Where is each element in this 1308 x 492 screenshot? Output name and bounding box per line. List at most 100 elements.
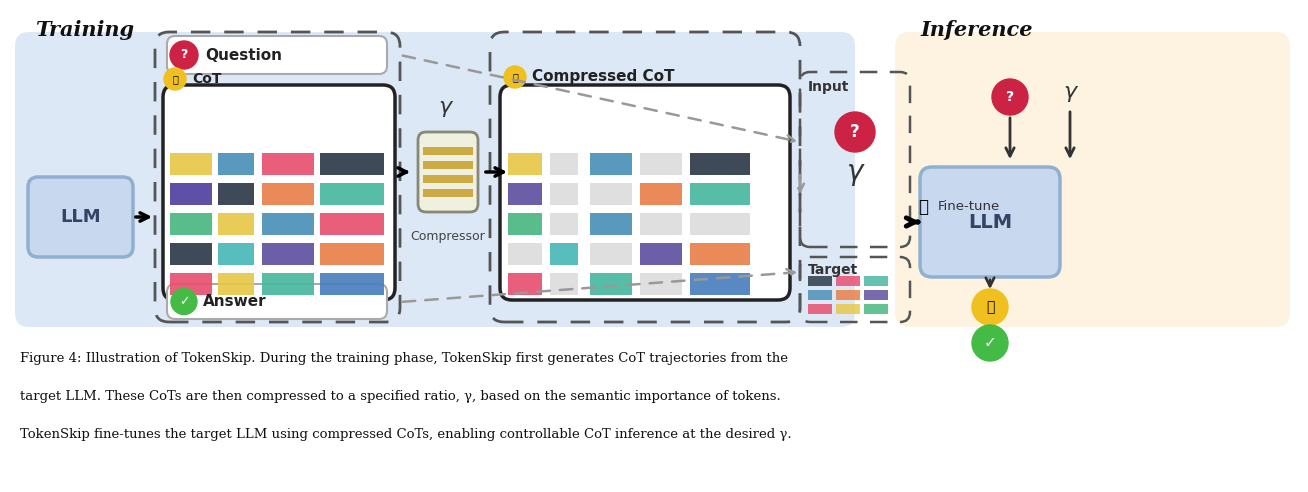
Bar [691,243,749,265]
Bar [422,147,473,155]
Bar [320,153,385,175]
Bar [836,276,859,286]
Text: Inference: Inference [920,20,1032,40]
FancyBboxPatch shape [895,32,1290,327]
Bar [836,290,859,300]
Bar [590,183,632,205]
Bar [422,175,473,183]
Bar [865,304,888,314]
Text: Fine-tune: Fine-tune [938,201,1001,214]
Text: Target: Target [808,263,858,277]
Bar [218,273,254,295]
Bar [508,153,542,175]
Text: γ: γ [438,97,451,117]
Bar [549,183,578,205]
FancyBboxPatch shape [167,284,387,319]
Text: Answer: Answer [203,294,267,309]
Text: 💡: 💡 [173,74,178,84]
Circle shape [170,41,198,69]
Bar [640,243,681,265]
Bar [218,243,254,265]
Bar [508,243,542,265]
Circle shape [164,68,186,90]
FancyBboxPatch shape [14,32,855,327]
Bar [590,243,632,265]
FancyBboxPatch shape [27,177,133,257]
Circle shape [504,66,526,88]
Text: Compressor: Compressor [411,230,485,243]
Circle shape [972,325,1008,361]
Bar [170,183,212,205]
Text: Input: Input [808,80,849,94]
Text: LLM: LLM [60,208,101,226]
Bar [590,213,632,235]
Bar [549,213,578,235]
Bar [320,273,385,295]
Bar [865,290,888,300]
Text: ?: ? [1006,90,1014,104]
Text: Compressed CoT: Compressed CoT [532,69,675,85]
Circle shape [171,288,198,314]
Bar [590,273,632,295]
Bar [170,213,212,235]
Bar [218,183,254,205]
Bar [808,290,832,300]
Bar [320,183,385,205]
Bar [836,304,859,314]
Bar [808,304,832,314]
FancyBboxPatch shape [500,85,790,300]
Bar [170,153,212,175]
Bar [549,273,578,295]
Text: 💡: 💡 [511,72,518,82]
Text: Question: Question [205,48,283,62]
Bar [640,153,681,175]
Bar [640,183,681,205]
FancyBboxPatch shape [920,167,1059,277]
FancyBboxPatch shape [164,85,395,300]
Bar [422,189,473,197]
Bar [549,243,578,265]
Bar [170,273,212,295]
Circle shape [835,112,875,152]
Bar [691,183,749,205]
Bar [170,243,212,265]
Text: Training: Training [35,20,135,40]
Bar [691,273,749,295]
Text: ✓: ✓ [179,295,190,308]
Bar [865,276,888,286]
Circle shape [972,289,1008,325]
Bar [218,213,254,235]
Text: ?: ? [181,49,187,62]
Bar [691,213,749,235]
Bar [508,273,542,295]
FancyBboxPatch shape [167,36,387,74]
Bar [590,153,632,175]
Circle shape [991,79,1028,115]
Bar [640,273,681,295]
Text: TokenSkip fine-tunes the target LLM using compressed CoTs, enabling controllable: TokenSkip fine-tunes the target LLM usin… [20,428,791,441]
Text: target LLM. These CoTs are then compressed to a specified ratio, γ, based on the: target LLM. These CoTs are then compress… [20,390,781,403]
Bar [422,161,473,169]
Bar [508,213,542,235]
Bar [549,153,578,175]
Bar [262,183,314,205]
Bar [508,183,542,205]
Text: ?: ? [850,123,859,141]
Text: 💡: 💡 [986,300,994,314]
Bar [262,153,314,175]
Text: γ: γ [846,158,863,186]
Text: CoT: CoT [192,72,221,86]
Text: ✓: ✓ [984,336,997,350]
Bar [218,153,254,175]
Bar [691,153,749,175]
Bar [320,243,385,265]
Bar [262,243,314,265]
FancyBboxPatch shape [419,132,477,212]
Text: Figure 4: Illustration of TokenSkip. During the training phase, TokenSkip first : Figure 4: Illustration of TokenSkip. Dur… [20,352,787,365]
Bar [262,273,314,295]
Bar [320,213,385,235]
Bar [640,213,681,235]
Bar [262,213,314,235]
Text: LLM: LLM [968,213,1012,232]
Bar [808,276,832,286]
